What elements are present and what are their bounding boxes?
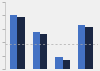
Bar xyxy=(10,15,17,69)
Bar xyxy=(78,25,85,69)
Bar xyxy=(56,57,63,69)
Bar xyxy=(17,17,25,69)
Bar xyxy=(85,27,93,69)
Bar xyxy=(33,32,40,69)
Bar xyxy=(63,60,70,69)
Bar xyxy=(40,34,47,69)
